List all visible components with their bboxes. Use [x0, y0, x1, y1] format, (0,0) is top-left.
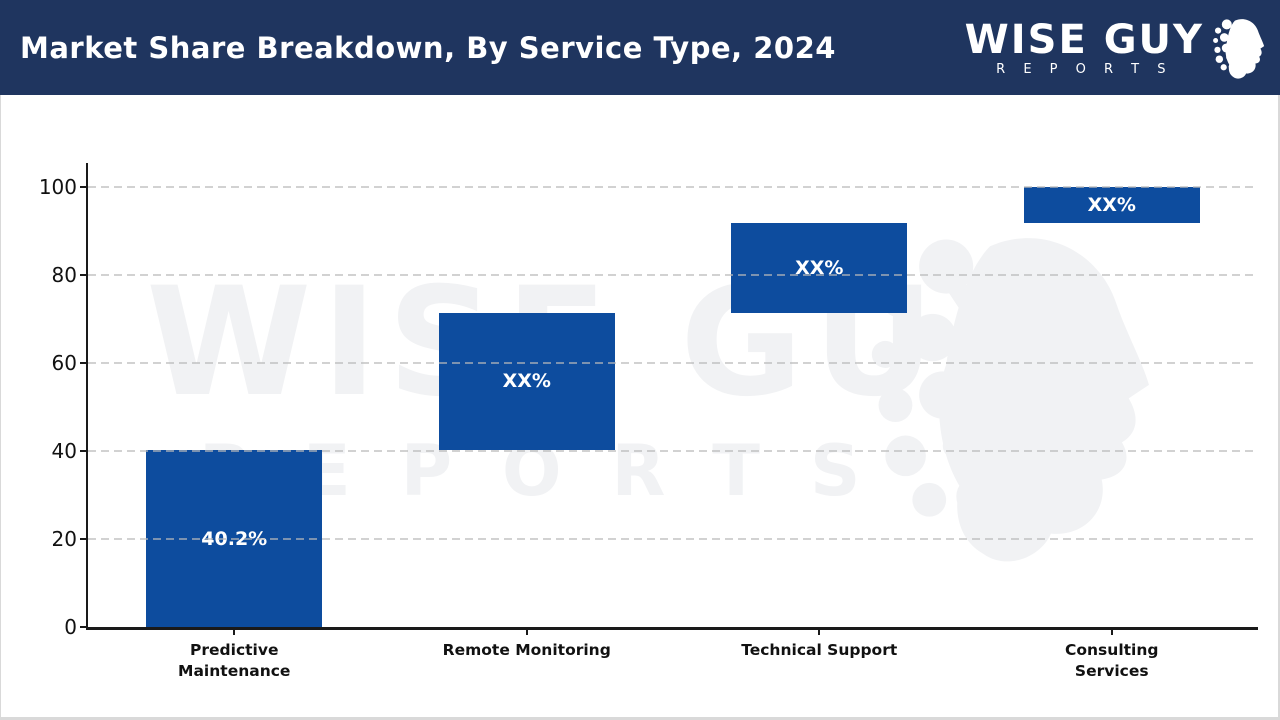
gridline [88, 362, 1256, 364]
y-axis-spine [86, 163, 88, 629]
y-axis-tick-label: 0 [64, 615, 77, 639]
x-axis-tick [818, 627, 821, 635]
wiseguy-logo: WISE GUY R E P O R T S [965, 9, 1266, 87]
y-axis-tick [80, 274, 88, 276]
y-axis-tick-label: 20 [51, 527, 77, 551]
x-axis-spine [86, 627, 1258, 630]
bar-segment [438, 312, 615, 451]
gridline [88, 450, 1256, 452]
wiseguy-logo-text: WISE GUY R E P O R T S [965, 20, 1204, 76]
y-axis-tick-label: 60 [51, 351, 77, 375]
header-bar: Market Share Breakdown, By Service Type,… [0, 0, 1280, 95]
bar-segment [731, 223, 908, 313]
page-title: Market Share Breakdown, By Service Type,… [20, 30, 836, 65]
logo-reports-label: R E P O R T S [996, 61, 1173, 77]
logo-wiseguy-label: WISE GUY [964, 16, 1204, 63]
chart-panel: WISE GUY REPORTS 0 20 40 60 80 100 40.2% XX% XX%… [0, 95, 1280, 720]
y-axis-tick [80, 362, 88, 364]
x-axis-category-label: Technical Support [741, 641, 898, 659]
y-axis-tick [80, 626, 88, 628]
bar-segment [1023, 187, 1200, 224]
y-axis-tick [80, 450, 88, 452]
gridline [88, 186, 1256, 188]
x-axis-category-label: Consulting Services [1065, 641, 1159, 680]
y-axis-tick-label: 80 [51, 263, 77, 287]
y-axis-tick [80, 186, 88, 188]
y-axis-tick-label: 40 [51, 439, 77, 463]
bar-value-label: XX% [502, 370, 551, 393]
bar-value-label: XX% [795, 256, 844, 279]
x-axis-tick [233, 627, 236, 635]
x-axis-tick [1110, 627, 1113, 635]
gridline [88, 274, 1256, 276]
x-axis-category-label: Predictive Maintenance [178, 641, 291, 680]
x-axis-tick [525, 627, 528, 635]
x-axis-category-label: Remote Monitoring [442, 641, 611, 659]
y-axis-tick [80, 538, 88, 540]
y-axis-tick-label: 100 [38, 175, 77, 199]
gridline [88, 538, 1256, 540]
bar-value-label: XX% [1087, 194, 1136, 217]
